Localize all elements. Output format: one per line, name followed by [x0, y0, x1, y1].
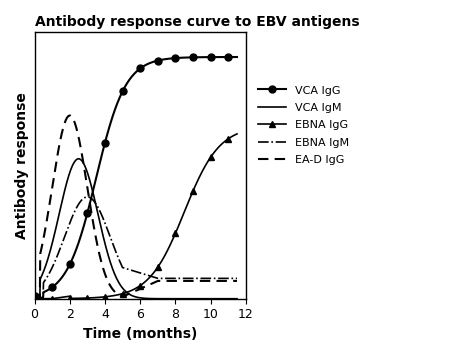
VCA IgG: [120, 89, 126, 93]
VCA IgG: [208, 55, 213, 59]
VCA IgM: [128, 293, 134, 297]
VCA IgM: [129, 294, 135, 298]
EA-D IgG: [32, 297, 37, 301]
EA-D IgG: [128, 291, 134, 295]
VCA IgM: [198, 297, 204, 301]
EBNA IgM: [198, 276, 204, 281]
VCA IgM: [32, 297, 37, 301]
VCA IgM: [230, 297, 236, 301]
VCA IgG: [32, 294, 37, 298]
EBNA IgM: [84, 195, 90, 199]
X-axis label: Time (months): Time (months): [83, 327, 197, 341]
EBNA IgM: [32, 297, 37, 301]
EA-D IgG: [230, 279, 236, 283]
EBNA IgG: [190, 189, 196, 193]
EBNA IgG: [155, 265, 161, 269]
Line: VCA IgG: VCA IgG: [31, 53, 232, 300]
VCA IgG: [190, 55, 196, 59]
EBNA IgM: [153, 276, 158, 280]
EBNA IgG: [225, 137, 231, 141]
EBNA IgG: [49, 297, 55, 301]
EBNA IgG: [120, 292, 126, 296]
VCA IgG: [155, 58, 161, 63]
EBNA IgG: [208, 155, 213, 159]
Line: EBNA IgM: EBNA IgM: [35, 197, 237, 299]
EBNA IgG: [67, 296, 73, 300]
Text: Antibody response curve to EBV antigens: Antibody response curve to EBV antigens: [35, 15, 359, 29]
EA-D IgG: [198, 279, 204, 283]
VCA IgG: [225, 55, 231, 59]
EA-D IgG: [129, 290, 135, 294]
VCA IgG: [137, 66, 143, 70]
EBNA IgG: [173, 231, 178, 236]
EBNA IgG: [84, 296, 90, 300]
EA-D IgG: [234, 279, 240, 283]
EBNA IgM: [230, 276, 236, 281]
EBNA IgG: [137, 283, 143, 288]
VCA IgG: [49, 285, 55, 289]
EBNA IgG: [102, 295, 108, 299]
VCA IgM: [142, 296, 147, 300]
Y-axis label: Antibody response: Antibody response: [15, 92, 29, 239]
VCA IgM: [234, 297, 240, 301]
VCA IgG: [102, 141, 108, 145]
EA-D IgG: [67, 114, 73, 118]
VCA IgM: [153, 297, 158, 301]
EBNA IgM: [128, 268, 134, 272]
EA-D IgG: [142, 285, 147, 289]
VCA IgG: [67, 262, 73, 267]
VCA IgG: [173, 56, 178, 60]
EA-D IgG: [153, 280, 158, 284]
Line: EBNA IgG: EBNA IgG: [31, 135, 232, 302]
EBNA IgM: [129, 268, 135, 273]
VCA IgM: [75, 157, 81, 161]
EBNA IgG: [32, 295, 37, 300]
EBNA IgM: [234, 276, 240, 281]
Line: EA-D IgG: EA-D IgG: [35, 116, 237, 299]
Line: VCA IgM: VCA IgM: [35, 159, 237, 299]
Legend: VCA IgG, VCA IgM, EBNA IgG, EBNA IgM, EA-D IgG: VCA IgG, VCA IgM, EBNA IgG, EBNA IgM, EA…: [254, 80, 353, 170]
VCA IgG: [84, 211, 90, 215]
EBNA IgM: [142, 272, 147, 276]
